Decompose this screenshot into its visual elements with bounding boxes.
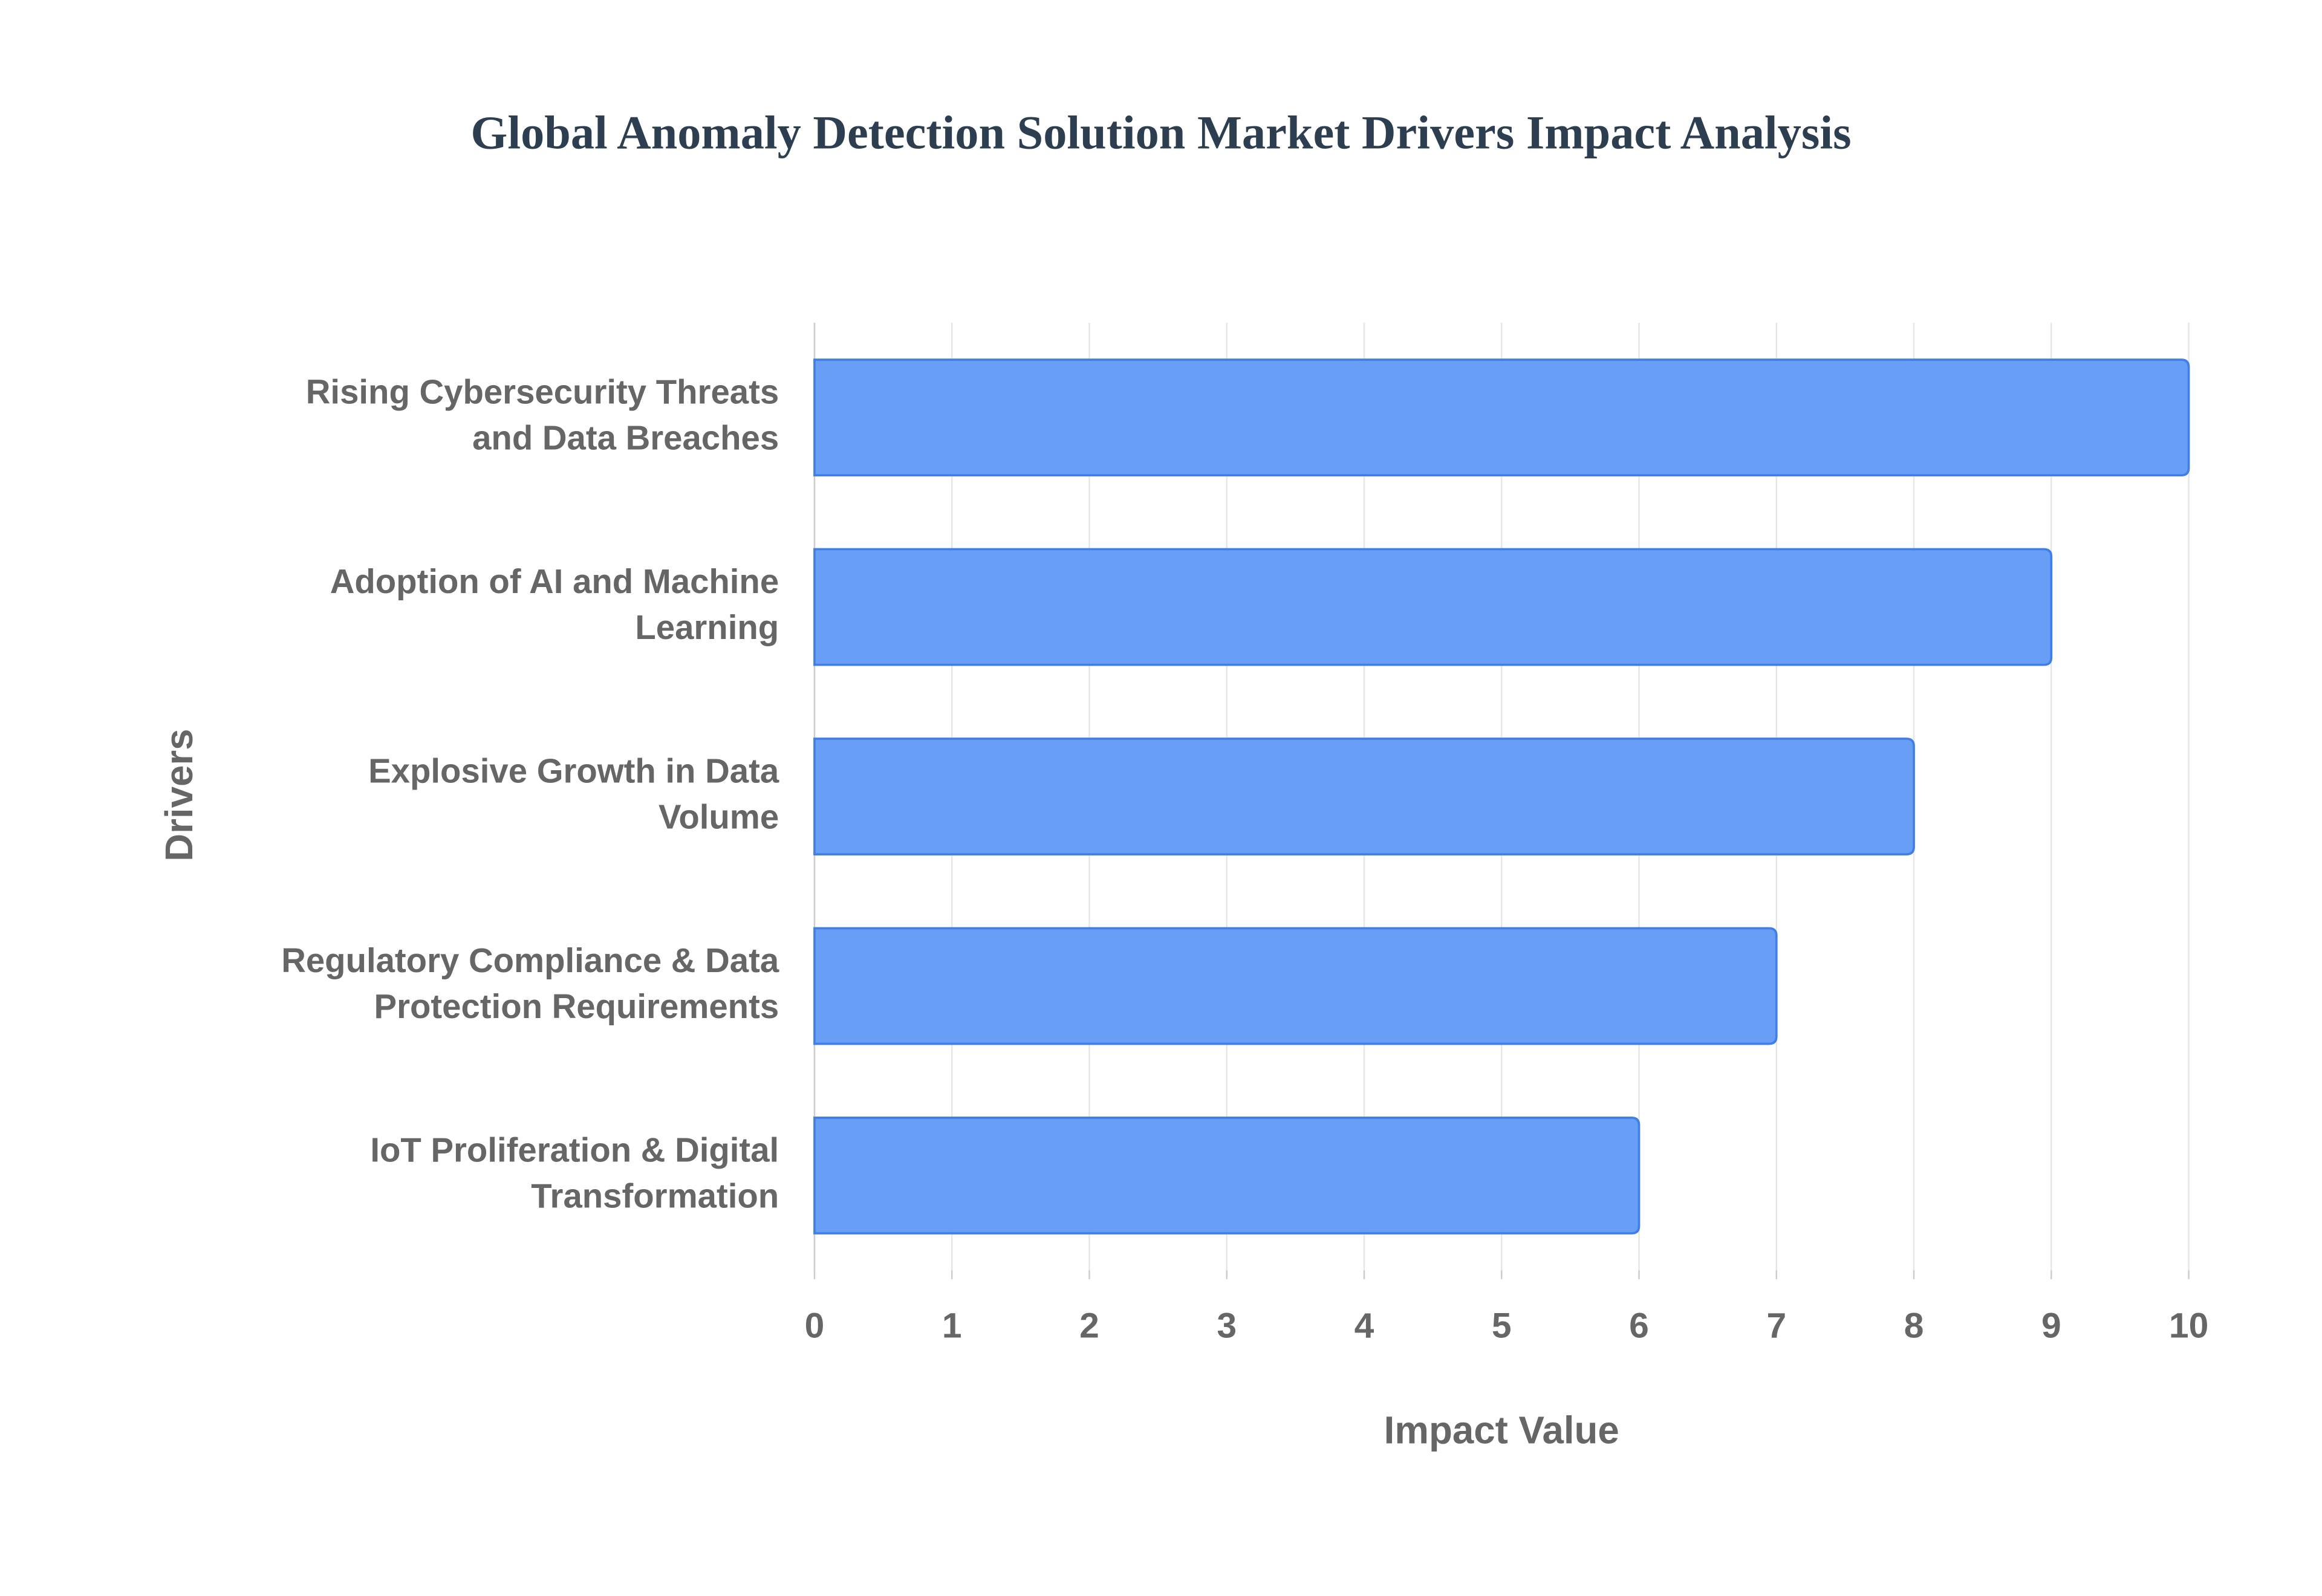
bar — [813, 548, 2053, 666]
x-tick-label: 10 — [2169, 1306, 2208, 1345]
x-tick-label: 6 — [1629, 1306, 1649, 1345]
y-tick-label: Rising Cybersecurity Threats and Data Bre… — [306, 373, 779, 457]
x-tick-label: 4 — [1354, 1306, 1374, 1345]
bar — [813, 358, 2190, 477]
y-tick-label: Adoption of AI and Machine Learning — [330, 562, 779, 646]
x-tick-label: 8 — [1904, 1306, 1924, 1345]
x-tick-label: 3 — [1217, 1306, 1237, 1345]
y-axis-title: Drivers — [158, 728, 201, 861]
y-tick-label: IoT Proliferation & Digital Transformatio… — [370, 1130, 779, 1215]
x-tick-label: 2 — [1079, 1306, 1099, 1345]
y-tick-label: Explosive Growth in Data Volume — [368, 751, 779, 835]
bar — [813, 738, 1915, 855]
bar — [813, 1117, 1641, 1234]
x-tick-label: 1 — [942, 1306, 962, 1345]
x-axis-title: Impact Value — [1384, 1409, 1619, 1452]
x-tick-label: 9 — [2041, 1306, 2061, 1345]
bar — [813, 927, 1778, 1045]
chart-title: Global Anomaly Detection Solution Market… — [470, 106, 1851, 159]
y-tick-label: Regulatory Compliance & Data Protection R… — [281, 941, 779, 1025]
x-tick-label: 5 — [1492, 1306, 1512, 1345]
x-tick-label: 0 — [805, 1306, 825, 1345]
x-tick-label: 7 — [1766, 1306, 1786, 1345]
